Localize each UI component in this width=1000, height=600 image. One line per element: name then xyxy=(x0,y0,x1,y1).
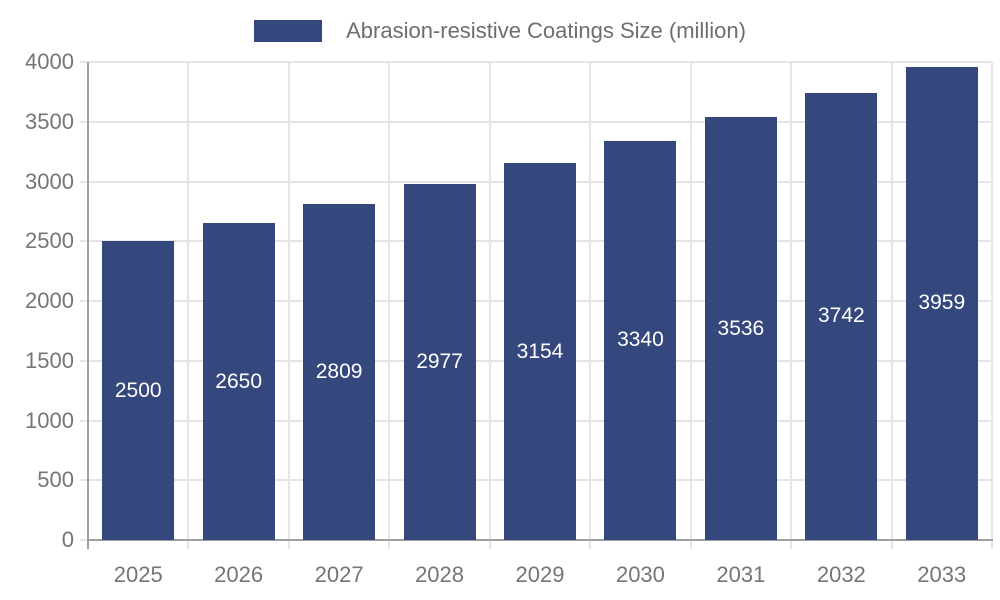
x-tick-label-2026: 2026 xyxy=(214,562,264,587)
y-tick-mark-1500 xyxy=(80,359,88,362)
x-axis-line xyxy=(88,539,993,541)
bar-value-label-2026: 2650 xyxy=(215,369,263,393)
y-axis-line xyxy=(87,62,89,549)
x-tick-mark-5 xyxy=(589,540,592,549)
x-tick-mark-7 xyxy=(790,540,793,549)
bar-2028[interactable] xyxy=(403,184,476,540)
chart-legend[interactable]: Abrasion-resistive Coatings Size (millio… xyxy=(0,18,1000,44)
y-tick-mark-2000 xyxy=(80,300,88,302)
legend-swatch xyxy=(254,20,323,42)
x-tick-mark-3 xyxy=(388,540,391,549)
x-tick-mark-2 xyxy=(287,540,290,549)
y-tick-label-0: 0 xyxy=(61,527,74,552)
gridline-x-1 xyxy=(187,62,190,540)
y-tick-mark-500 xyxy=(80,479,88,482)
bar-2025[interactable] xyxy=(102,241,175,540)
gridline-x-2 xyxy=(287,62,290,540)
x-tick-label-2033: 2033 xyxy=(917,562,967,587)
y-tick-mark-3000 xyxy=(80,180,88,183)
y-tick-label-3500: 3500 xyxy=(25,108,74,134)
bar-value-label-2031: 3536 xyxy=(717,316,765,340)
gridline-x-6 xyxy=(689,62,692,540)
bar-value-label-2028: 2977 xyxy=(416,350,463,374)
x-tick-label-2025: 2025 xyxy=(113,562,163,587)
x-tick-label-2029: 2029 xyxy=(515,562,565,587)
y-tick-label-4000: 4000 xyxy=(25,49,74,74)
bar-value-label-2029: 3154 xyxy=(516,339,564,363)
gridline-x-3 xyxy=(388,62,391,540)
bar-2031[interactable] xyxy=(704,117,777,540)
y-tick-mark-2500 xyxy=(80,240,88,243)
bar-value-label-2030: 3340 xyxy=(617,328,664,352)
bar-2032[interactable] xyxy=(805,92,878,540)
gridline-y-4000 xyxy=(88,61,992,63)
bar-value-label-2033: 3959 xyxy=(918,291,966,315)
gridline-x-9 xyxy=(991,62,993,540)
x-tick-label-2032: 2032 xyxy=(816,562,866,587)
y-tick-label-500: 500 xyxy=(37,467,74,493)
y-tick-mark-4000 xyxy=(80,61,88,63)
gridline-x-7 xyxy=(790,62,793,540)
x-tick-label-2030: 2030 xyxy=(615,562,665,587)
gridline-x-8 xyxy=(890,62,893,540)
y-tick-label-1500: 1500 xyxy=(25,347,74,373)
x-tick-label-2027: 2027 xyxy=(314,562,364,587)
bar-2026[interactable] xyxy=(202,223,275,540)
x-tick-mark-8 xyxy=(890,540,893,549)
x-tick-mark-1 xyxy=(187,540,190,549)
gridline-x-4 xyxy=(488,62,491,540)
y-tick-mark-3500 xyxy=(80,120,88,123)
bar-value-label-2027: 2809 xyxy=(315,360,363,384)
y-tick-label-2500: 2500 xyxy=(25,228,74,254)
y-tick-label-3000: 3000 xyxy=(25,168,74,194)
y-tick-mark-1000 xyxy=(80,419,88,422)
x-tick-label-2028: 2028 xyxy=(415,562,465,587)
bar-2030[interactable] xyxy=(604,140,677,540)
y-tick-label-2000: 2000 xyxy=(25,288,74,313)
bar-2027[interactable] xyxy=(303,204,376,540)
x-tick-label-2031: 2031 xyxy=(716,562,766,587)
x-tick-mark-4 xyxy=(488,540,491,549)
x-tick-mark-6 xyxy=(689,540,692,549)
gridline-x-5 xyxy=(589,62,592,540)
bar-value-label-2025: 2500 xyxy=(114,378,162,402)
x-tick-mark-9 xyxy=(991,540,993,549)
gridline-y-3500 xyxy=(88,120,992,123)
legend-label: Abrasion-resistive Coatings Size (millio… xyxy=(346,18,746,43)
y-tick-mark-0 xyxy=(80,539,88,541)
y-tick-label-1000: 1000 xyxy=(25,407,74,433)
bar-value-label-2032: 3742 xyxy=(817,304,865,328)
bar-2033[interactable] xyxy=(905,66,978,540)
bar-2029[interactable] xyxy=(504,163,576,540)
